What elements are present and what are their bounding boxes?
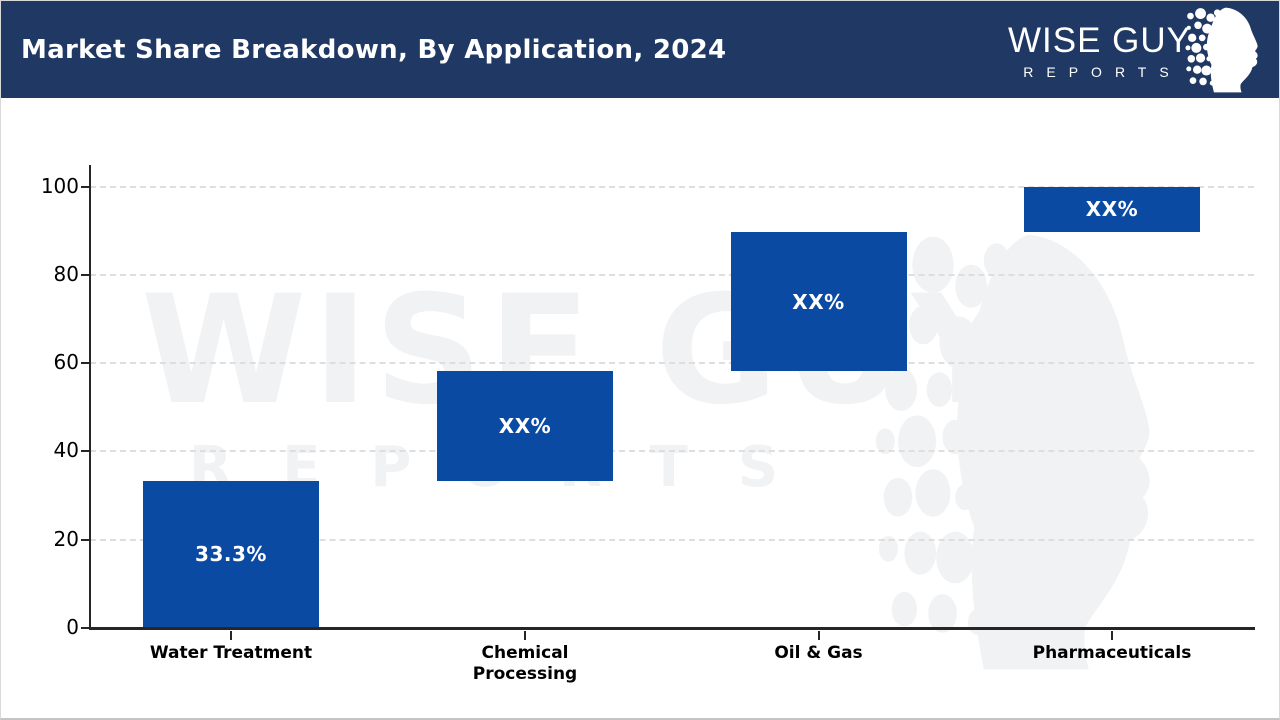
bar-pharmaceuticals: XX% — [1024, 186, 1200, 233]
y-tick-mark-60 — [81, 362, 90, 365]
y-tick-mark-0 — [81, 627, 90, 629]
y-tick-label-80: 80 — [53, 261, 79, 286]
y-tick-mark-40 — [81, 450, 90, 453]
gridline-80 — [90, 273, 1254, 276]
x-tick-mark-chemical-processing — [524, 631, 526, 640]
gridline-100 — [90, 185, 1254, 188]
y-tick-mark-20 — [81, 538, 90, 541]
x-axis-category-label-water-treatment: Water Treatment — [149, 643, 313, 663]
header-banner: Market Share Breakdown, By Application, … — [1, 1, 1279, 98]
wiseguy-logo: WISE GUY REPORTS — [1008, 5, 1267, 95]
x-axis-category-label-oil-gas: Oil & Gas — [774, 643, 863, 663]
bar-chemical-processing: XX% — [437, 370, 613, 481]
bar-value-label-pharmaceuticals: XX% — [1085, 197, 1139, 222]
y-axis-line — [89, 165, 91, 628]
logo-wordmark: WISE GUY REPORTS — [1008, 21, 1191, 80]
x-tick-mark-pharmaceuticals — [1111, 631, 1113, 640]
bar-value-label-water-treatment: 33.3% — [195, 542, 267, 567]
x-axis-category-label-chemical-processing: Chemical Processing — [472, 643, 578, 685]
y-tick-label-0: 0 — [66, 615, 79, 639]
wiseguy-face-icon — [1185, 7, 1258, 93]
y-tick-label-40: 40 — [53, 438, 79, 463]
chart-area: WISE GUY REPORTS 33.3%XX%XX%XX% 02040608… — [1, 98, 1279, 718]
y-tick-label-100: 100 — [40, 173, 79, 198]
bars-layer: 33.3% XX% XX% XX% — [1, 98, 1279, 718]
gridline-60 — [90, 362, 1254, 365]
y-tick-mark-80 — [81, 273, 90, 276]
x-axis-category-label-pharmaceuticals: Pharmaceuticals — [1032, 643, 1192, 663]
x-tick-mark-water-treatment — [230, 631, 232, 640]
bar-water-treatment: 33.3% — [143, 480, 319, 628]
gridlines-layer — [1, 98, 1279, 718]
x-tick-mark-oil-gas — [817, 631, 820, 640]
bar-oil-gas: XX% — [730, 232, 907, 371]
y-tick-label-20: 20 — [53, 526, 79, 551]
gridline-40 — [90, 450, 1254, 453]
x-axis-layer: Water Treatment Chemical Processing Oil & … — [1, 98, 1279, 718]
page-title: Market Share Breakdown, By Application, … — [21, 34, 727, 65]
logo-wordmark-line2: REPORTS — [1023, 63, 1182, 80]
gridline-20 — [90, 538, 1254, 541]
y-tick-mark-100 — [81, 185, 90, 188]
y-tick-label-60: 60 — [53, 350, 79, 375]
y-axis-layer: 0 20 40 60 80 100 — [1, 98, 1279, 718]
bar-value-label-oil-gas: XX% — [792, 289, 845, 314]
bar-value-label-chemical-processing: XX% — [498, 413, 552, 438]
logo-wordmark-line1: WISE GUY — [1007, 20, 1191, 60]
x-axis-line — [89, 627, 1255, 630]
